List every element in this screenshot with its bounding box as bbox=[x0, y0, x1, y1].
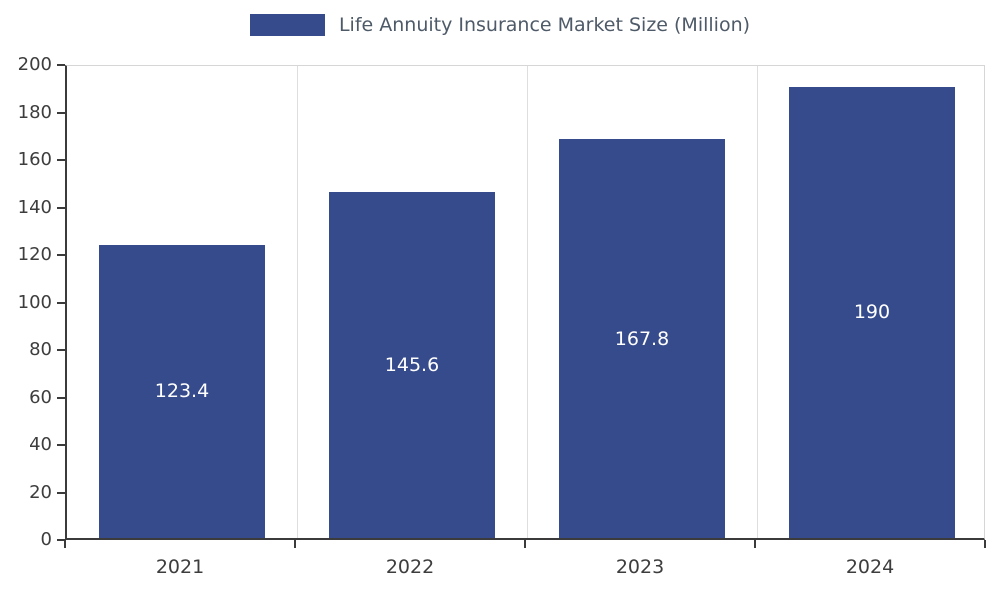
y-tick-label-80: 80 bbox=[29, 339, 52, 360]
y-tick-mark bbox=[57, 64, 65, 66]
y-tick-label-0: 0 bbox=[40, 529, 52, 550]
plot-area: 123.4 145.6 167.8 190 bbox=[65, 65, 985, 540]
gridline bbox=[526, 66, 528, 538]
legend-swatch[interactable] bbox=[249, 14, 325, 36]
bar-value-label: 123.4 bbox=[154, 380, 210, 403]
y-tick-label-180: 180 bbox=[17, 101, 52, 123]
y-tick-mark bbox=[57, 206, 65, 209]
y-tick-mark bbox=[57, 254, 65, 256]
x-tick-mark bbox=[984, 540, 986, 548]
y-tick-label-40: 40 bbox=[29, 434, 52, 455]
bar-2023: 167.8 bbox=[559, 139, 725, 538]
x-tick-mark bbox=[754, 540, 756, 548]
gridline bbox=[756, 66, 758, 538]
legend[interactable]: Life Annuity Insurance Market Size (Mill… bbox=[0, 14, 1000, 36]
legend-label: Life Annuity Insurance Market Size (Mill… bbox=[338, 14, 751, 36]
y-tick-mark bbox=[57, 491, 65, 494]
bar-2022: 145.6 bbox=[329, 192, 495, 538]
bar-value-label: 190 bbox=[853, 301, 891, 324]
x-tick-mark bbox=[294, 540, 296, 548]
x-tick-label-2023: 2023 bbox=[615, 556, 665, 578]
y-tick-mark bbox=[57, 444, 65, 446]
bar-2024: 190 bbox=[789, 86, 955, 538]
y-tick-mark bbox=[57, 396, 65, 399]
y-tick-label-200: 200 bbox=[17, 54, 52, 75]
y-tick-mark bbox=[57, 159, 65, 161]
y-tick-label-20: 20 bbox=[29, 481, 52, 503]
y-tick-mark bbox=[57, 301, 65, 304]
x-tick-label-2021: 2021 bbox=[155, 556, 205, 578]
y-tick-mark bbox=[57, 539, 65, 541]
bar-value-label: 167.8 bbox=[614, 327, 670, 350]
y-tick-mark bbox=[57, 111, 65, 114]
x-tick-mark bbox=[64, 540, 66, 548]
x-tick-mark bbox=[524, 540, 526, 548]
y-tick-label-100: 100 bbox=[17, 291, 52, 313]
bar-2021: 123.4 bbox=[99, 244, 265, 538]
gridline bbox=[296, 66, 298, 538]
x-tick-label-2024: 2024 bbox=[845, 556, 895, 578]
y-tick-mark bbox=[57, 349, 65, 351]
y-tick-label-160: 160 bbox=[17, 149, 52, 170]
bar-value-label: 145.6 bbox=[384, 354, 440, 377]
y-tick-label-60: 60 bbox=[29, 386, 52, 408]
x-tick-label-2022: 2022 bbox=[385, 556, 435, 578]
y-tick-label-140: 140 bbox=[17, 196, 52, 218]
y-tick-label-120: 120 bbox=[17, 244, 52, 265]
